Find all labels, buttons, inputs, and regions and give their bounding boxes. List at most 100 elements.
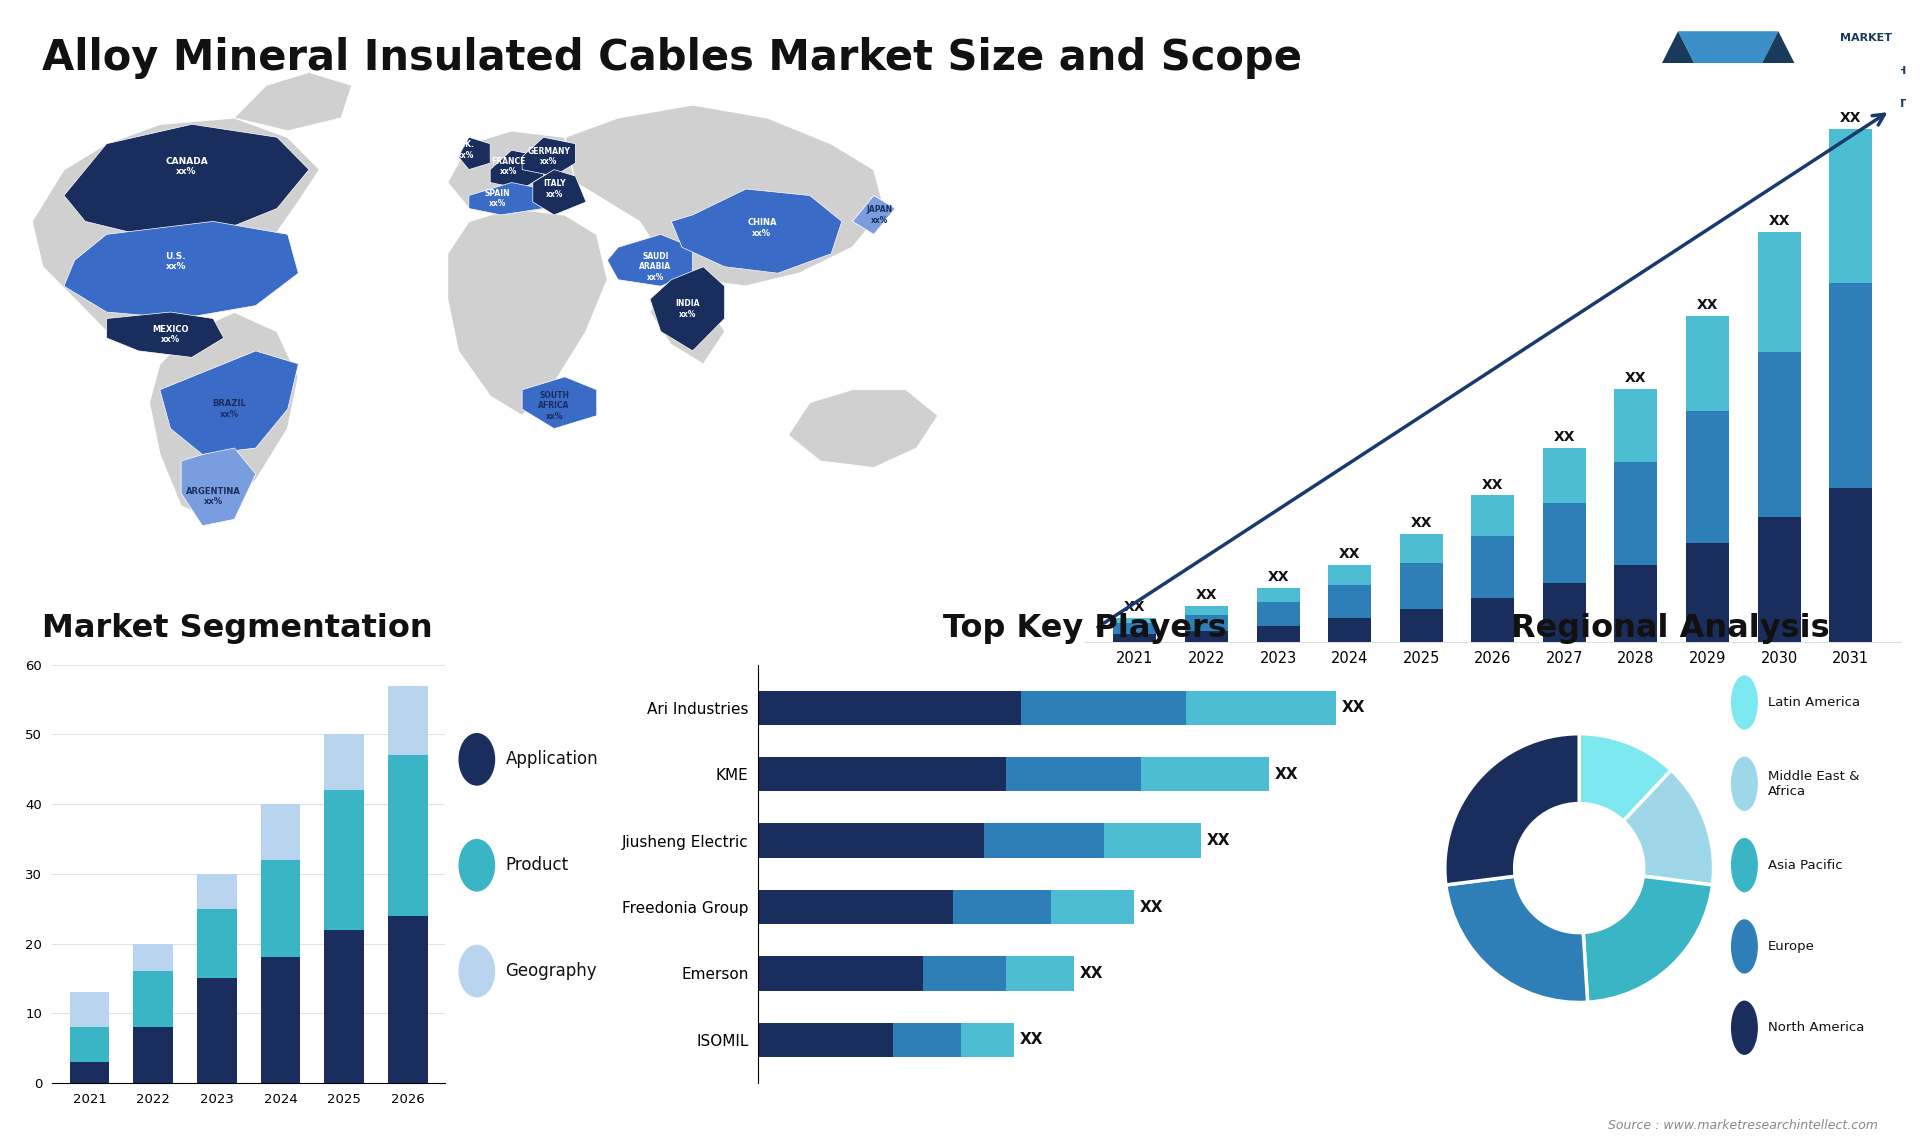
Bar bbox=[758, 889, 954, 925]
Bar bbox=[132, 1027, 173, 1083]
Text: Regional Analysis: Regional Analysis bbox=[1511, 613, 1830, 644]
Bar bbox=[132, 972, 173, 1027]
Polygon shape bbox=[159, 351, 298, 455]
Text: XX: XX bbox=[1275, 767, 1298, 782]
Bar bbox=[1615, 388, 1657, 462]
Text: XX: XX bbox=[1196, 588, 1217, 602]
Bar bbox=[1021, 691, 1187, 725]
Text: XX: XX bbox=[1123, 599, 1146, 614]
Bar bbox=[1140, 758, 1269, 792]
Text: CHINA
xx%: CHINA xx% bbox=[747, 218, 778, 237]
Wedge shape bbox=[1584, 877, 1713, 1003]
Bar bbox=[1114, 635, 1156, 642]
Polygon shape bbox=[564, 105, 885, 286]
Wedge shape bbox=[1624, 770, 1713, 885]
Polygon shape bbox=[1728, 31, 1828, 131]
Bar bbox=[1329, 619, 1371, 642]
Text: XX: XX bbox=[1140, 900, 1164, 915]
Text: XX: XX bbox=[1020, 1033, 1043, 1047]
Polygon shape bbox=[63, 221, 298, 319]
Polygon shape bbox=[672, 189, 841, 273]
Polygon shape bbox=[522, 138, 576, 176]
Bar bbox=[1686, 316, 1730, 411]
Polygon shape bbox=[447, 209, 607, 416]
Bar bbox=[69, 1027, 109, 1062]
Bar bbox=[1471, 598, 1515, 642]
Bar bbox=[1006, 758, 1140, 792]
Bar bbox=[758, 956, 924, 990]
Bar bbox=[954, 889, 1050, 925]
Circle shape bbox=[459, 733, 495, 785]
Bar bbox=[758, 823, 983, 858]
Polygon shape bbox=[1628, 31, 1728, 131]
Polygon shape bbox=[234, 72, 351, 131]
Bar bbox=[1544, 448, 1586, 503]
Text: Geography: Geography bbox=[505, 963, 597, 980]
Polygon shape bbox=[852, 196, 895, 235]
Bar bbox=[324, 791, 365, 929]
Bar bbox=[758, 691, 1021, 725]
Bar bbox=[1400, 534, 1442, 564]
Text: XX: XX bbox=[1079, 966, 1104, 981]
Circle shape bbox=[1732, 758, 1757, 810]
Text: RESEARCH: RESEARCH bbox=[1839, 65, 1907, 76]
Bar bbox=[983, 823, 1104, 858]
Polygon shape bbox=[651, 280, 724, 364]
Text: INDIA
xx%: INDIA xx% bbox=[676, 299, 699, 319]
Polygon shape bbox=[522, 377, 597, 429]
Bar bbox=[388, 755, 428, 916]
Polygon shape bbox=[63, 124, 309, 235]
Text: XX: XX bbox=[1208, 833, 1231, 848]
Bar bbox=[1830, 488, 1872, 642]
Polygon shape bbox=[33, 118, 319, 331]
Polygon shape bbox=[108, 312, 225, 358]
Bar bbox=[1830, 283, 1872, 488]
Bar bbox=[962, 1022, 1014, 1057]
Text: Asia Pacific: Asia Pacific bbox=[1768, 858, 1843, 872]
Polygon shape bbox=[607, 235, 693, 286]
Bar bbox=[198, 979, 236, 1083]
Circle shape bbox=[459, 840, 495, 890]
Polygon shape bbox=[150, 312, 298, 519]
Polygon shape bbox=[1678, 31, 1778, 131]
Bar bbox=[924, 956, 1006, 990]
Bar bbox=[69, 1062, 109, 1083]
Polygon shape bbox=[180, 448, 255, 526]
Bar bbox=[324, 735, 365, 791]
Bar bbox=[1471, 495, 1515, 535]
Polygon shape bbox=[789, 390, 937, 468]
Bar bbox=[1114, 623, 1156, 635]
Bar bbox=[1400, 609, 1442, 642]
Bar bbox=[1686, 543, 1730, 642]
Circle shape bbox=[1732, 920, 1757, 973]
Bar bbox=[388, 685, 428, 755]
Wedge shape bbox=[1446, 733, 1580, 885]
Text: SAUDI
ARABIA
xx%: SAUDI ARABIA xx% bbox=[639, 252, 672, 282]
Bar bbox=[388, 916, 428, 1083]
Bar bbox=[1050, 889, 1133, 925]
Bar bbox=[1006, 956, 1073, 990]
Bar bbox=[758, 758, 1006, 792]
Bar bbox=[1256, 602, 1300, 626]
Text: CANADA
xx%: CANADA xx% bbox=[165, 157, 207, 176]
Polygon shape bbox=[852, 196, 895, 235]
Text: Source : www.marketresearchintellect.com: Source : www.marketresearchintellect.com bbox=[1607, 1120, 1878, 1132]
Bar bbox=[1757, 517, 1801, 642]
Bar bbox=[1686, 411, 1730, 543]
Text: MARKET: MARKET bbox=[1839, 33, 1891, 42]
Bar bbox=[1256, 626, 1300, 642]
Text: Alloy Mineral Insulated Cables Market Size and Scope: Alloy Mineral Insulated Cables Market Si… bbox=[42, 37, 1302, 79]
Text: XX: XX bbox=[1624, 371, 1647, 385]
Bar bbox=[1757, 353, 1801, 517]
Bar bbox=[1185, 606, 1229, 614]
Polygon shape bbox=[459, 138, 490, 170]
Bar bbox=[261, 958, 300, 1083]
Text: SPAIN
xx%: SPAIN xx% bbox=[486, 189, 511, 209]
Bar bbox=[1544, 583, 1586, 642]
Bar bbox=[1329, 565, 1371, 586]
Bar bbox=[1187, 691, 1336, 725]
Wedge shape bbox=[1446, 877, 1588, 1003]
Text: XX: XX bbox=[1338, 547, 1361, 562]
Polygon shape bbox=[468, 182, 543, 215]
Text: SOUTH
AFRICA
xx%: SOUTH AFRICA xx% bbox=[538, 391, 570, 421]
